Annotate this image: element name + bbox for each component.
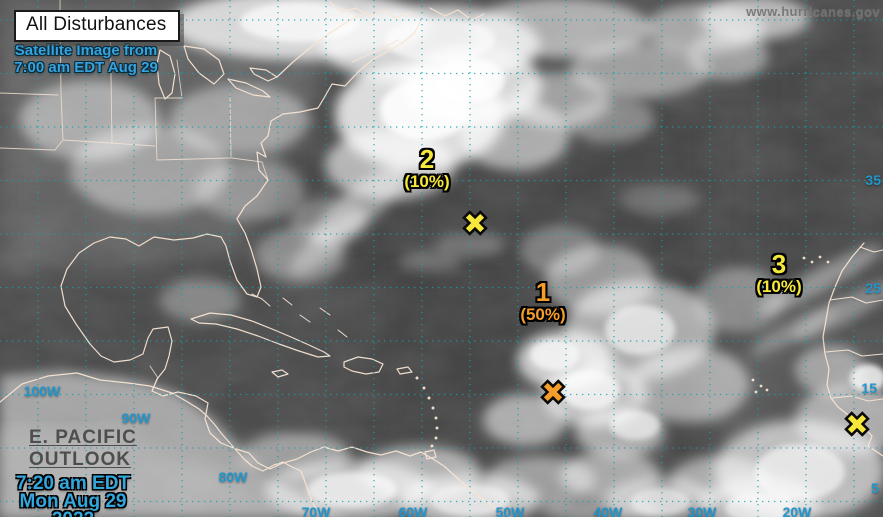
- disturbance-2-number: 2: [419, 144, 435, 174]
- disturbance-1-probability: (50%): [520, 304, 566, 324]
- longitude-label-30W: 30W: [687, 504, 717, 517]
- longitude-label-100W: 100W: [23, 383, 61, 399]
- satellite-caption-line2: 7:00 am EDT Aug 29: [14, 59, 158, 76]
- latitude-label-35: 35: [865, 172, 881, 188]
- timestamp-line1: 7:20 am EDT: [15, 473, 131, 494]
- disturbance-3-x-marker[interactable]: [838, 405, 876, 443]
- latitude-label-5: 5: [871, 480, 879, 496]
- latitude-label-15: 15: [861, 380, 877, 396]
- disturbance-3-number: 3: [771, 249, 787, 279]
- epac-outlook-line2: OUTLOOK: [29, 449, 131, 470]
- epac-outlook-line1: E. PACIFIC: [29, 427, 137, 448]
- disturbance-1-label[interactable]: 1 (50%): [520, 279, 565, 323]
- map-timestamp: 7:20 am EDT Mon Aug 29 2022: [0, 473, 146, 517]
- satellite-caption-line1: Satellite Image from: [14, 42, 158, 59]
- longitude-label-50W: 50W: [495, 504, 525, 517]
- disturbance-2-probability: (10%): [404, 171, 450, 191]
- longitude-label-70W: 70W: [301, 504, 331, 517]
- latitude-label-25: 25: [865, 280, 881, 296]
- longitude-label-40W: 40W: [593, 504, 623, 517]
- page-title: All Disturbances: [26, 14, 167, 35]
- watermark-url: www.hurricanes.gov: [746, 4, 880, 19]
- disturbance-3-label[interactable]: 3 (10%): [756, 251, 801, 295]
- title-box: All Disturbances: [14, 10, 181, 42]
- disturbance-1-number: 1: [535, 277, 551, 307]
- disturbance-3-probability: (10%): [756, 276, 802, 296]
- longitude-label-80W: 80W: [218, 469, 248, 485]
- satellite-caption: Satellite Image from 7:00 am EDT Aug 29: [6, 42, 166, 76]
- longitude-label-60W: 60W: [398, 504, 428, 517]
- epac-outlook-link[interactable]: E. PACIFIC OUTLOOK: [29, 427, 137, 474]
- disturbance-1-x-marker[interactable]: [534, 373, 572, 411]
- longitude-label-20W: 20W: [782, 504, 812, 517]
- disturbance-2-x-marker[interactable]: [456, 204, 494, 242]
- timestamp-line2: Mon Aug 29 2022: [19, 491, 127, 517]
- longitude-label-90W: 90W: [121, 410, 151, 426]
- disturbance-2-label[interactable]: 2 (10%): [404, 146, 449, 190]
